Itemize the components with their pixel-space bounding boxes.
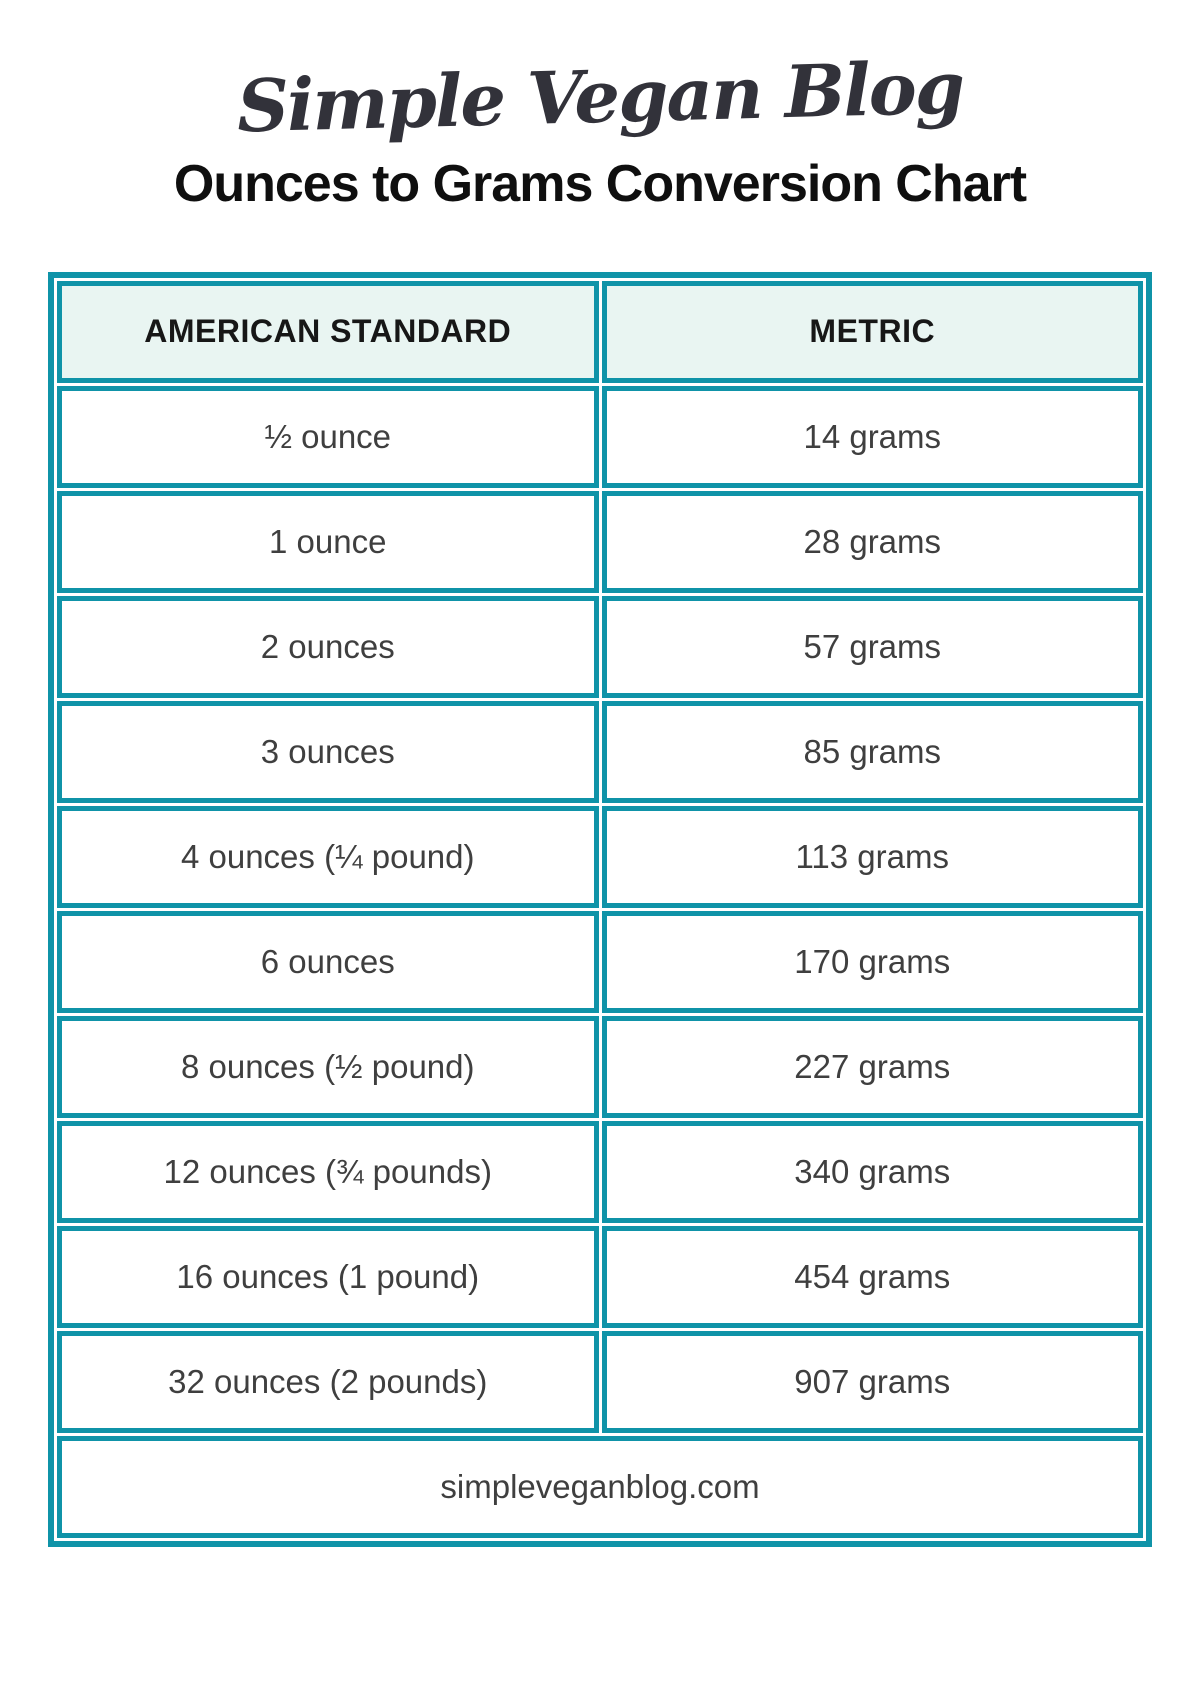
us-cell: 16 ounces (1 pound) [57, 1225, 599, 1328]
us-cell: 1 ounce [57, 490, 599, 593]
us-cell: 3 ounces [57, 700, 599, 803]
metric-cell: 340 grams [601, 1120, 1143, 1223]
table-row: 6 ounces 170 grams [57, 910, 1143, 1013]
metric-cell: 57 grams [601, 595, 1143, 698]
column-header-metric: METRIC [601, 280, 1143, 383]
header-row: AMERICAN STANDARD METRIC [57, 280, 1143, 383]
us-cell: 12 ounces (¾ pounds) [57, 1120, 599, 1223]
us-cell: 8 ounces (½ pound) [57, 1015, 599, 1118]
us-cell: 4 ounces (¼ pound) [57, 805, 599, 908]
table-row: 12 ounces (¾ pounds) 340 grams [57, 1120, 1143, 1223]
table-row: 3 ounces 85 grams [57, 700, 1143, 803]
footer-row: simpleveganblog.com [57, 1435, 1143, 1538]
table-row: 32 ounces (2 pounds) 907 grams [57, 1330, 1143, 1433]
column-header-american-standard: AMERICAN STANDARD [57, 280, 599, 383]
us-cell: ½ ounce [57, 385, 599, 488]
website-footer-text: simpleveganblog.com [57, 1435, 1143, 1538]
table-row: 1 ounce 28 grams [57, 490, 1143, 593]
us-cell: 32 ounces (2 pounds) [57, 1330, 599, 1433]
metric-cell: 907 grams [601, 1330, 1143, 1433]
metric-cell: 170 grams [601, 910, 1143, 1013]
metric-cell: 14 grams [601, 385, 1143, 488]
table-row: 8 ounces (½ pound) 227 grams [57, 1015, 1143, 1118]
simple-vegan-blog-logo: Simple Vegan Blog [235, 44, 965, 149]
us-cell: 2 ounces [57, 595, 599, 698]
metric-cell: 85 grams [601, 700, 1143, 803]
page-title: Ounces to Grams Conversion Chart [173, 155, 1027, 214]
table-row: 16 ounces (1 pound) 454 grams [57, 1225, 1143, 1328]
metric-cell: 454 grams [601, 1225, 1143, 1328]
table-row: 2 ounces 57 grams [57, 595, 1143, 698]
us-cell: 6 ounces [57, 910, 599, 1013]
table-row: ½ ounce 14 grams [57, 385, 1143, 488]
metric-cell: 28 grams [601, 490, 1143, 593]
table-row: 4 ounces (¼ pound) 113 grams [57, 805, 1143, 908]
metric-cell: 113 grams [601, 805, 1143, 908]
conversion-table: AMERICAN STANDARD METRIC ½ ounce 14 gram… [48, 271, 1152, 1547]
metric-cell: 227 grams [601, 1015, 1143, 1118]
